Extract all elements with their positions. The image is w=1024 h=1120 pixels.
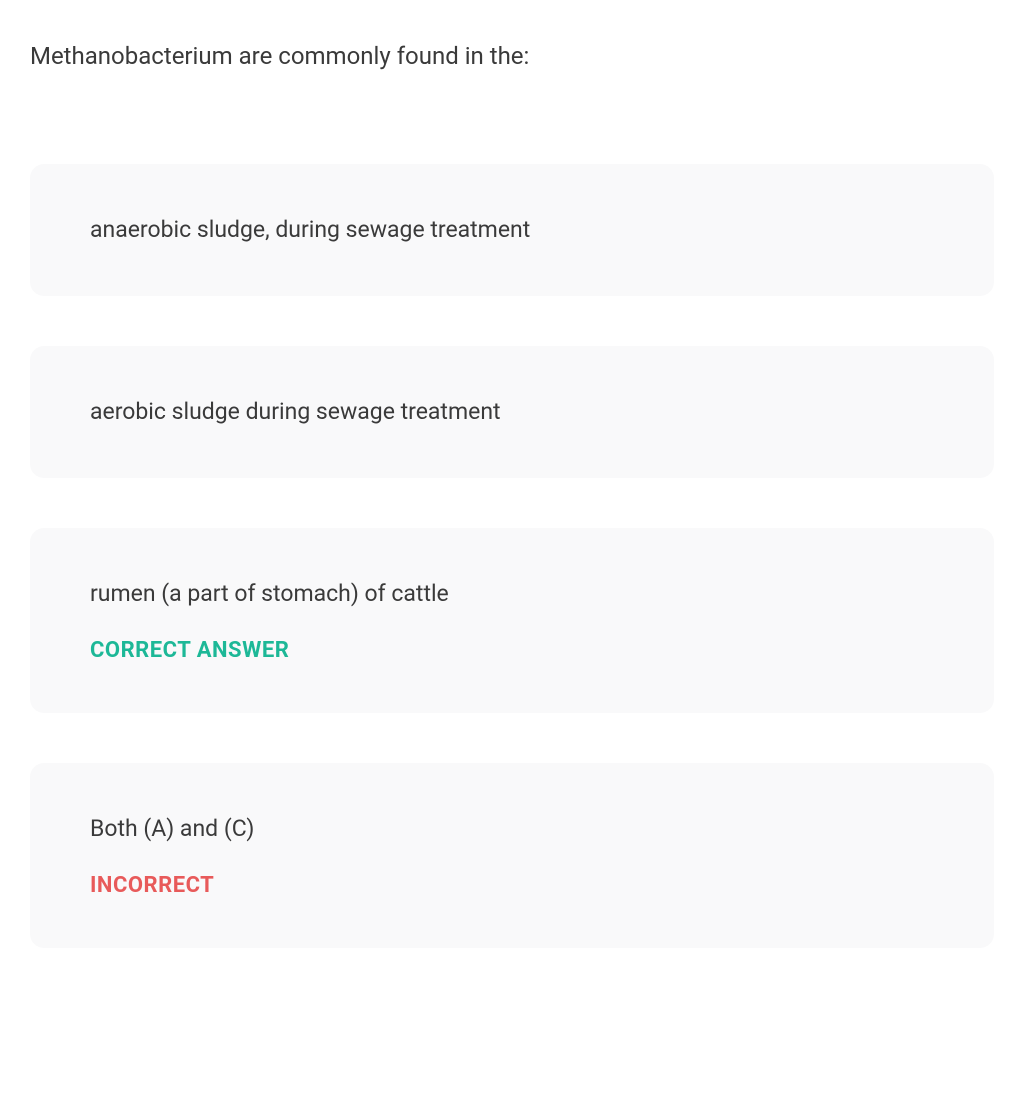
status-incorrect-label: INCORRECT [90, 873, 934, 898]
option-card[interactable]: rumen (a part of stomach) of cattle CORR… [30, 528, 994, 713]
option-card[interactable]: anaerobic sludge, during sewage treatmen… [30, 164, 994, 296]
status-correct-label: CORRECT ANSWER [90, 638, 934, 663]
option-card[interactable]: Both (A) and (C) INCORRECT [30, 763, 994, 948]
option-text: aerobic sludge during sewage treatment [90, 396, 934, 428]
option-text: anaerobic sludge, during sewage treatmen… [90, 214, 934, 246]
question-text: Methanobacterium are commonly found in t… [30, 40, 994, 74]
option-card[interactable]: aerobic sludge during sewage treatment [30, 346, 994, 478]
option-text: rumen (a part of stomach) of cattle [90, 578, 934, 610]
option-text: Both (A) and (C) [90, 813, 934, 845]
